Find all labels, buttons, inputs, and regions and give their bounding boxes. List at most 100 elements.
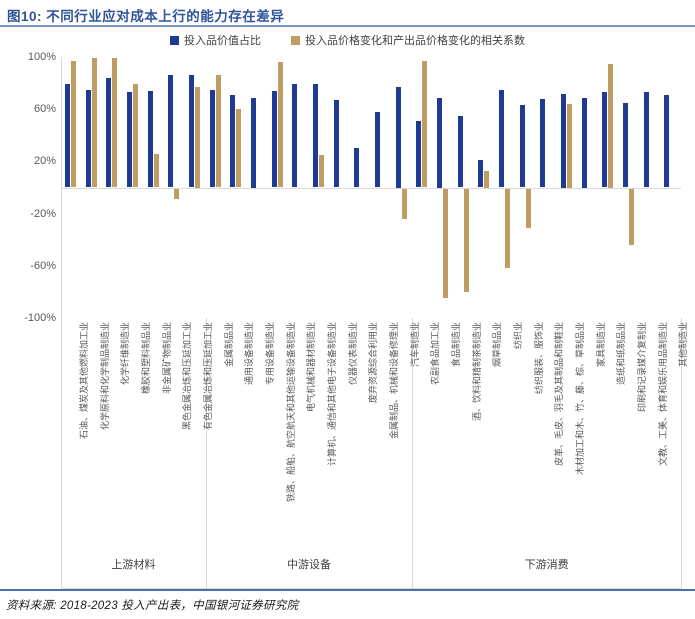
bar-input-value-share: [209, 89, 215, 188]
x-axis-category-label: 化学原料和化学制品制造业: [99, 322, 110, 431]
bar-input-value-share: [168, 75, 174, 188]
category-area-bottom-line: [61, 588, 682, 589]
bar-price-correlation: [319, 154, 324, 188]
legend-item-correlation: 投入品价格变化和产出品价格变化的相关系数: [291, 32, 525, 48]
x-axis-category-label: 非金属矿物制品业: [161, 322, 172, 395]
bar-input-value-share: [313, 84, 318, 188]
axis-group-label: 中游设备: [286, 559, 331, 571]
bar-price-correlation: [443, 188, 448, 299]
y-axis-tick-label: -100%: [24, 312, 56, 324]
chart-legend: 投入品价值占比 投入品价格变化和产出品价格变化的相关系数: [0, 32, 695, 48]
legend-label-correlation: 投入品价格变化和产出品价格变化的相关系数: [305, 35, 525, 47]
bar-price-correlation: [401, 188, 407, 219]
x-axis-category-label: 化学纤维制造业: [120, 322, 131, 386]
x-axis-category-label: 造纸和纸制品业: [616, 322, 627, 386]
bar-input-value-share: [643, 92, 649, 188]
figure-title: 图10: 不同行业应对成本上行的能力存在差异: [7, 9, 285, 24]
y-axis-tick-label: -20%: [30, 207, 56, 220]
legend-swatch-gold-icon: [291, 35, 300, 45]
bar-price-correlation: [463, 188, 469, 292]
bar-input-value-share: [333, 100, 339, 188]
bar-input-value-share: [540, 98, 546, 188]
x-axis-category-label: 废弃资源综合利用业: [368, 322, 379, 404]
x-axis-category-label: 通用设备制造业: [244, 322, 255, 386]
bar-input-value-share: [230, 94, 236, 188]
bar-input-value-share: [127, 92, 132, 188]
x-axis-category-label: 铁路、船舶、航空航天和其他运输设备制造业: [285, 322, 296, 503]
bar-input-value-share: [519, 105, 525, 188]
x-axis-category-label: 其他制造业: [678, 322, 689, 368]
bar-input-value-share: [85, 89, 91, 188]
axis-group-label: 下游消费: [524, 559, 569, 571]
bar-input-value-share: [416, 120, 422, 188]
bottom-rule: [0, 589, 695, 591]
bar-input-value-share: [147, 90, 153, 188]
bar-price-correlation: [484, 170, 490, 188]
bar-price-correlation: [505, 188, 510, 269]
x-axis-category-label: 纺织业: [512, 322, 523, 350]
group-divider-line: [205, 318, 207, 588]
x-axis-category-label: 专用设备制造业: [264, 322, 275, 386]
x-axis-category-label: 计算机、通信和其他电子设备制造业: [326, 322, 337, 467]
x-axis-category-label: 仪器仪表制造业: [347, 322, 358, 386]
bar-input-value-share: [106, 77, 112, 188]
bar-price-correlation: [71, 60, 76, 188]
bar-price-correlation: [567, 104, 572, 188]
x-axis-category-label: 农副食品加工业: [430, 322, 441, 386]
bar-input-value-share: [664, 94, 670, 188]
bar-input-value-share: [375, 111, 380, 188]
x-axis-category-label: 橡胶和塑料制品业: [140, 322, 151, 395]
bar-price-correlation: [277, 62, 283, 188]
x-axis-category-label: 酒、饮料和精制茶制造业: [471, 322, 482, 422]
x-axis-category-label: 烟草制品业: [492, 322, 503, 368]
bar-input-value-share: [478, 160, 484, 188]
bar-input-value-share: [395, 87, 401, 188]
x-axis-category-label: 石油、煤炭及其他燃料加工业: [78, 322, 89, 440]
bar-input-value-share: [602, 92, 608, 188]
bar-input-value-share: [437, 97, 442, 188]
x-axis-category-label: 皮革、毛皮、羽毛及其制品和制鞋业: [554, 322, 565, 467]
legend-swatch-blue-icon: [170, 35, 179, 45]
source-note: 资料来源: 2018-2023 投入产出表，中国银河证券研究院: [6, 600, 299, 612]
bar-price-correlation: [629, 188, 634, 245]
bar-price-correlation: [112, 58, 118, 188]
x-axis-category-label: 黑色金属冶炼和压延加工业: [182, 322, 193, 431]
y-axis-tick-label: 20%: [33, 155, 56, 168]
bar-price-correlation: [608, 63, 614, 188]
x-axis-category-label: 纺织服装、服饰业: [533, 322, 544, 395]
axis-group-label: 上游材料: [111, 559, 156, 571]
x-axis-category-label: 食品制造业: [450, 322, 461, 368]
bar-input-value-share: [65, 84, 70, 188]
zero-baseline: [61, 187, 681, 189]
bar-input-value-share: [623, 102, 628, 188]
plot-right-edge-line: [681, 318, 682, 588]
x-axis-category-label: 家具制造业: [595, 322, 606, 368]
y-axis-tick-label: -60%: [30, 259, 56, 272]
x-axis-category-label: 有色金属冶炼和压延加工业: [202, 322, 213, 431]
x-axis-category-label: 金属制品业: [223, 322, 234, 368]
bar-price-correlation: [195, 87, 200, 188]
bar-input-value-share: [457, 115, 463, 188]
bar-price-correlation: [525, 188, 531, 228]
bar-price-correlation: [133, 84, 138, 188]
y-axis-line: [61, 57, 62, 588]
bar-price-correlation: [174, 188, 180, 199]
x-axis-category-label: 印刷和记录媒介复制业: [636, 322, 647, 413]
bar-input-value-share: [581, 97, 587, 188]
legend-label-value-share: 投入品价值占比: [184, 35, 261, 47]
bar-input-value-share: [354, 148, 360, 188]
x-axis-category-label: 汽车制造业: [409, 322, 420, 368]
bar-price-correlation: [236, 109, 242, 188]
bar-input-value-share: [499, 89, 504, 188]
x-axis-category-label: 电气机械和器材制造业: [306, 322, 317, 413]
bar-input-value-share: [251, 97, 256, 188]
bar-input-value-share: [292, 84, 298, 188]
bar-price-correlation: [215, 75, 221, 188]
bar-input-value-share: [561, 93, 566, 188]
title-rule: [0, 25, 695, 27]
y-axis-tick-label: 60%: [33, 103, 56, 116]
y-axis-tick-label: 100%: [27, 51, 56, 63]
bar-price-correlation: [422, 60, 428, 188]
x-axis-category-label: 金属制品、机械和设备修理业: [388, 322, 399, 440]
